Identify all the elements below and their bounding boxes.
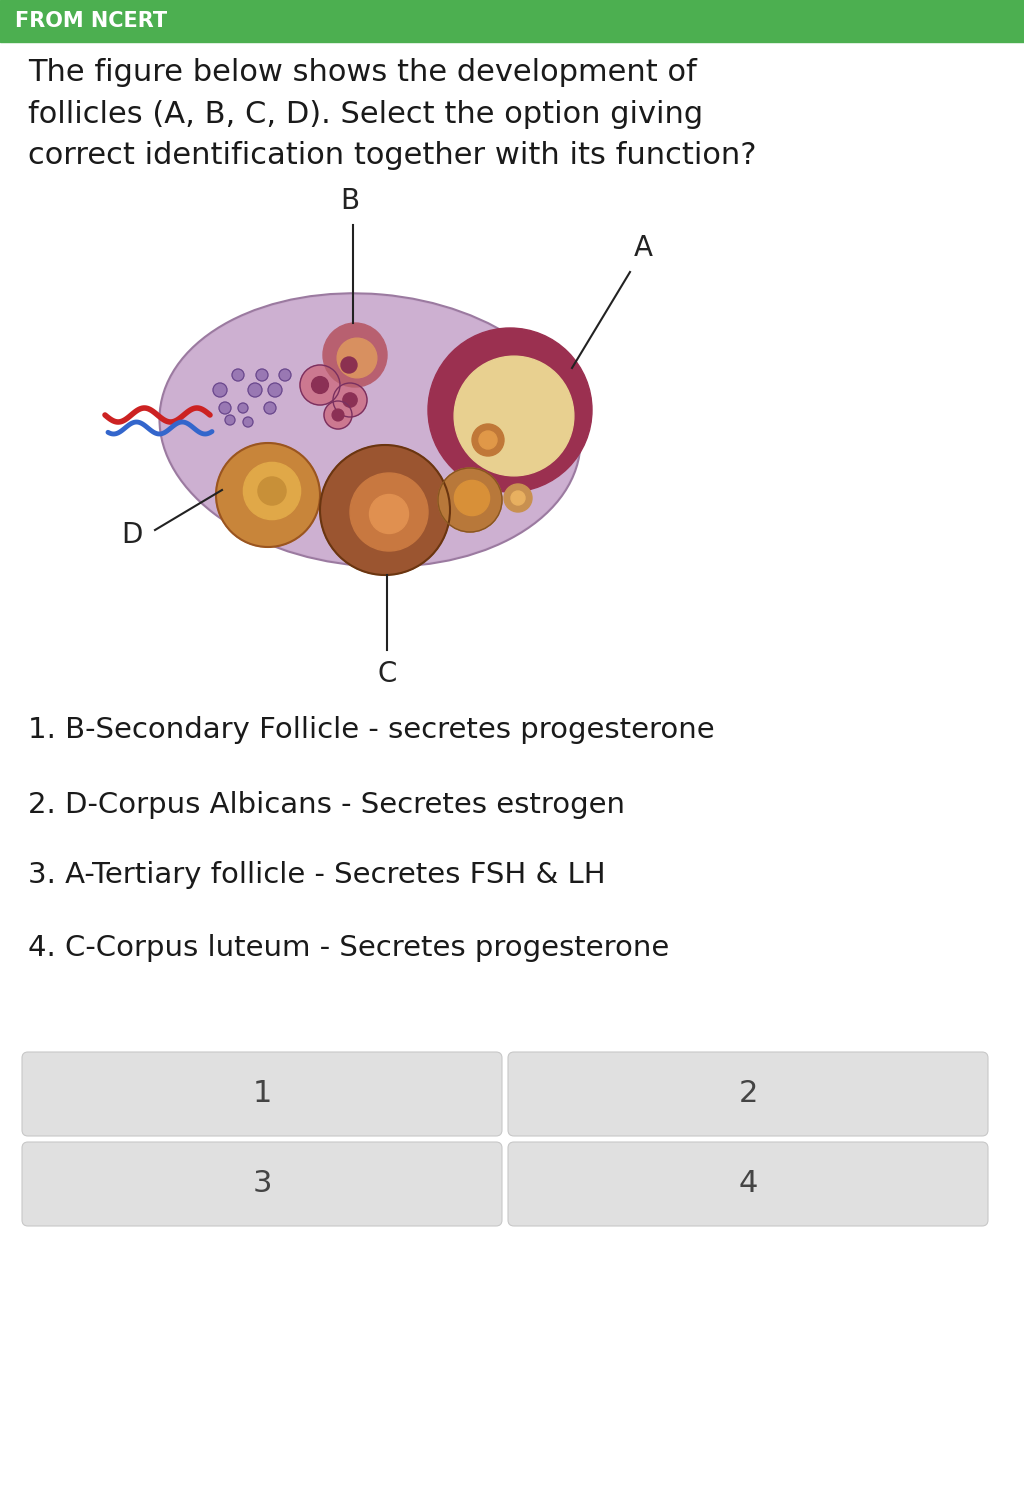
Text: 4: 4 xyxy=(738,1170,758,1198)
Text: FROM NCERT: FROM NCERT xyxy=(15,10,167,31)
Circle shape xyxy=(311,376,329,393)
Circle shape xyxy=(256,369,268,381)
Text: The figure below shows the development of
follicles (A, B, C, D). Select the opt: The figure below shows the development o… xyxy=(28,58,757,170)
FancyBboxPatch shape xyxy=(508,1052,988,1135)
Circle shape xyxy=(323,323,387,387)
Circle shape xyxy=(350,473,428,551)
FancyBboxPatch shape xyxy=(508,1141,988,1226)
Text: B: B xyxy=(340,187,359,214)
Text: 4. C-Corpus luteum - Secretes progesterone: 4. C-Corpus luteum - Secretes progestero… xyxy=(28,934,670,963)
Circle shape xyxy=(248,382,262,397)
Circle shape xyxy=(264,402,276,414)
Circle shape xyxy=(370,494,409,534)
Ellipse shape xyxy=(161,295,580,565)
Circle shape xyxy=(324,400,352,429)
Text: 3. A-Tertiary follicle - Secretes FSH & LH: 3. A-Tertiary follicle - Secretes FSH & … xyxy=(28,862,605,888)
Circle shape xyxy=(511,491,525,504)
FancyBboxPatch shape xyxy=(22,1141,502,1226)
Bar xyxy=(0,0,1024,42)
Circle shape xyxy=(428,327,592,493)
Circle shape xyxy=(343,393,357,408)
Text: 3: 3 xyxy=(252,1170,271,1198)
Text: A: A xyxy=(634,234,653,262)
Text: 1. B-Secondary Follicle - secretes progesterone: 1. B-Secondary Follicle - secretes proge… xyxy=(28,716,715,744)
Text: C: C xyxy=(377,661,396,687)
Circle shape xyxy=(333,382,367,417)
Circle shape xyxy=(504,484,532,512)
Circle shape xyxy=(219,402,231,414)
Circle shape xyxy=(238,403,248,414)
Circle shape xyxy=(268,382,282,397)
Text: 2: 2 xyxy=(738,1079,758,1109)
Circle shape xyxy=(479,432,497,449)
Circle shape xyxy=(216,443,319,548)
Text: 2. D-Corpus Albicans - Secretes estrogen: 2. D-Corpus Albicans - Secretes estrogen xyxy=(28,792,625,818)
Circle shape xyxy=(300,365,340,405)
Circle shape xyxy=(225,415,234,426)
FancyBboxPatch shape xyxy=(22,1052,502,1135)
Circle shape xyxy=(472,424,504,455)
Circle shape xyxy=(279,369,291,381)
Circle shape xyxy=(337,338,377,378)
Circle shape xyxy=(232,369,244,381)
Circle shape xyxy=(258,478,286,504)
Circle shape xyxy=(213,382,227,397)
Circle shape xyxy=(454,356,573,476)
Circle shape xyxy=(341,357,357,373)
Circle shape xyxy=(332,409,344,421)
Text: 1: 1 xyxy=(252,1079,271,1109)
Text: D: D xyxy=(122,521,143,549)
Circle shape xyxy=(244,463,301,519)
Circle shape xyxy=(438,469,502,533)
Circle shape xyxy=(319,445,450,574)
Circle shape xyxy=(243,417,253,427)
Circle shape xyxy=(455,481,489,516)
